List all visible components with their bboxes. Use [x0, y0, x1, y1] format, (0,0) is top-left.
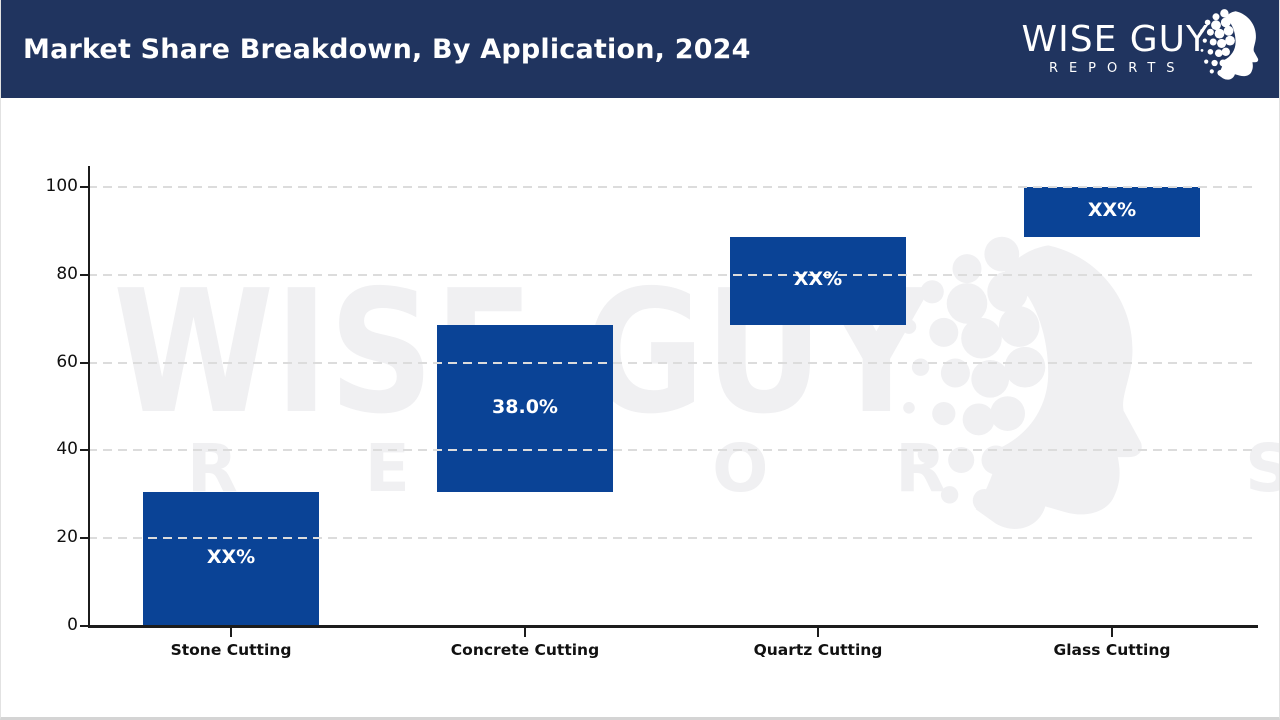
bar-stone-cutting [143, 492, 319, 626]
category-label-quartz-cutting: Quartz Cutting [753, 641, 883, 659]
x-tick-mark-3 [817, 628, 819, 637]
dotted-head-watermark-icon [901, 236, 1142, 529]
dotted-head-logo-icon [1200, 9, 1259, 80]
header-bar: Market Share Breakdown, By Application, … [1, 0, 1280, 98]
x-tick-mark-2 [524, 628, 526, 637]
y-tick-mark-40 [80, 449, 88, 452]
gridline-20 [88, 537, 1258, 540]
gridline-40 [88, 449, 1258, 452]
bar-value-label: XX% [793, 268, 843, 291]
y-tick-label-0: 0 [67, 615, 78, 635]
bar-value-label: XX% [1087, 199, 1137, 222]
category-label-stone-cutting: Stone Cutting [170, 641, 292, 659]
y-tick-mark-0 [80, 625, 88, 627]
logo-wordmark: WISE GUY [1021, 19, 1209, 60]
y-tick-label-40: 40 [56, 439, 78, 460]
y-tick-label-20: 20 [56, 527, 78, 548]
y-tick-label-100: 100 [45, 176, 78, 196]
y-tick-mark-100 [80, 186, 88, 188]
gridline-100 [88, 186, 1258, 188]
y-tick-mark-20 [80, 537, 88, 540]
wise-guy-reports-logo: WISE GUY REPORTS [1022, 7, 1280, 91]
x-tick-mark-4 [1111, 628, 1113, 637]
y-tick-mark-80 [80, 273, 88, 276]
y-tick-mark-60 [80, 361, 88, 364]
bar-glass-cutting [1024, 187, 1200, 238]
bar-concrete-cutting [437, 325, 613, 493]
y-axis-line [88, 166, 90, 628]
bar-value-label: 38.0% [492, 395, 558, 418]
bar-quartz-cutting [730, 237, 906, 326]
category-label-glass-cutting: Glass Cutting [1053, 641, 1171, 659]
page-title: Market Share Breakdown, By Application, … [23, 33, 751, 65]
gridline-80 [88, 273, 1258, 276]
x-axis-line [88, 625, 1258, 628]
logo-reports-text: REPORTS [1048, 61, 1186, 76]
category-label-concrete-cutting: Concrete Cutting [450, 641, 600, 659]
x-tick-mark-1 [230, 628, 232, 637]
bar-value-label: XX% [206, 546, 256, 569]
y-tick-label-60: 60 [56, 351, 78, 372]
logo-text: WISE GUY REPORTS [1021, 19, 1210, 77]
y-tick-label-80: 80 [56, 263, 78, 284]
gridline-60 [88, 361, 1258, 364]
